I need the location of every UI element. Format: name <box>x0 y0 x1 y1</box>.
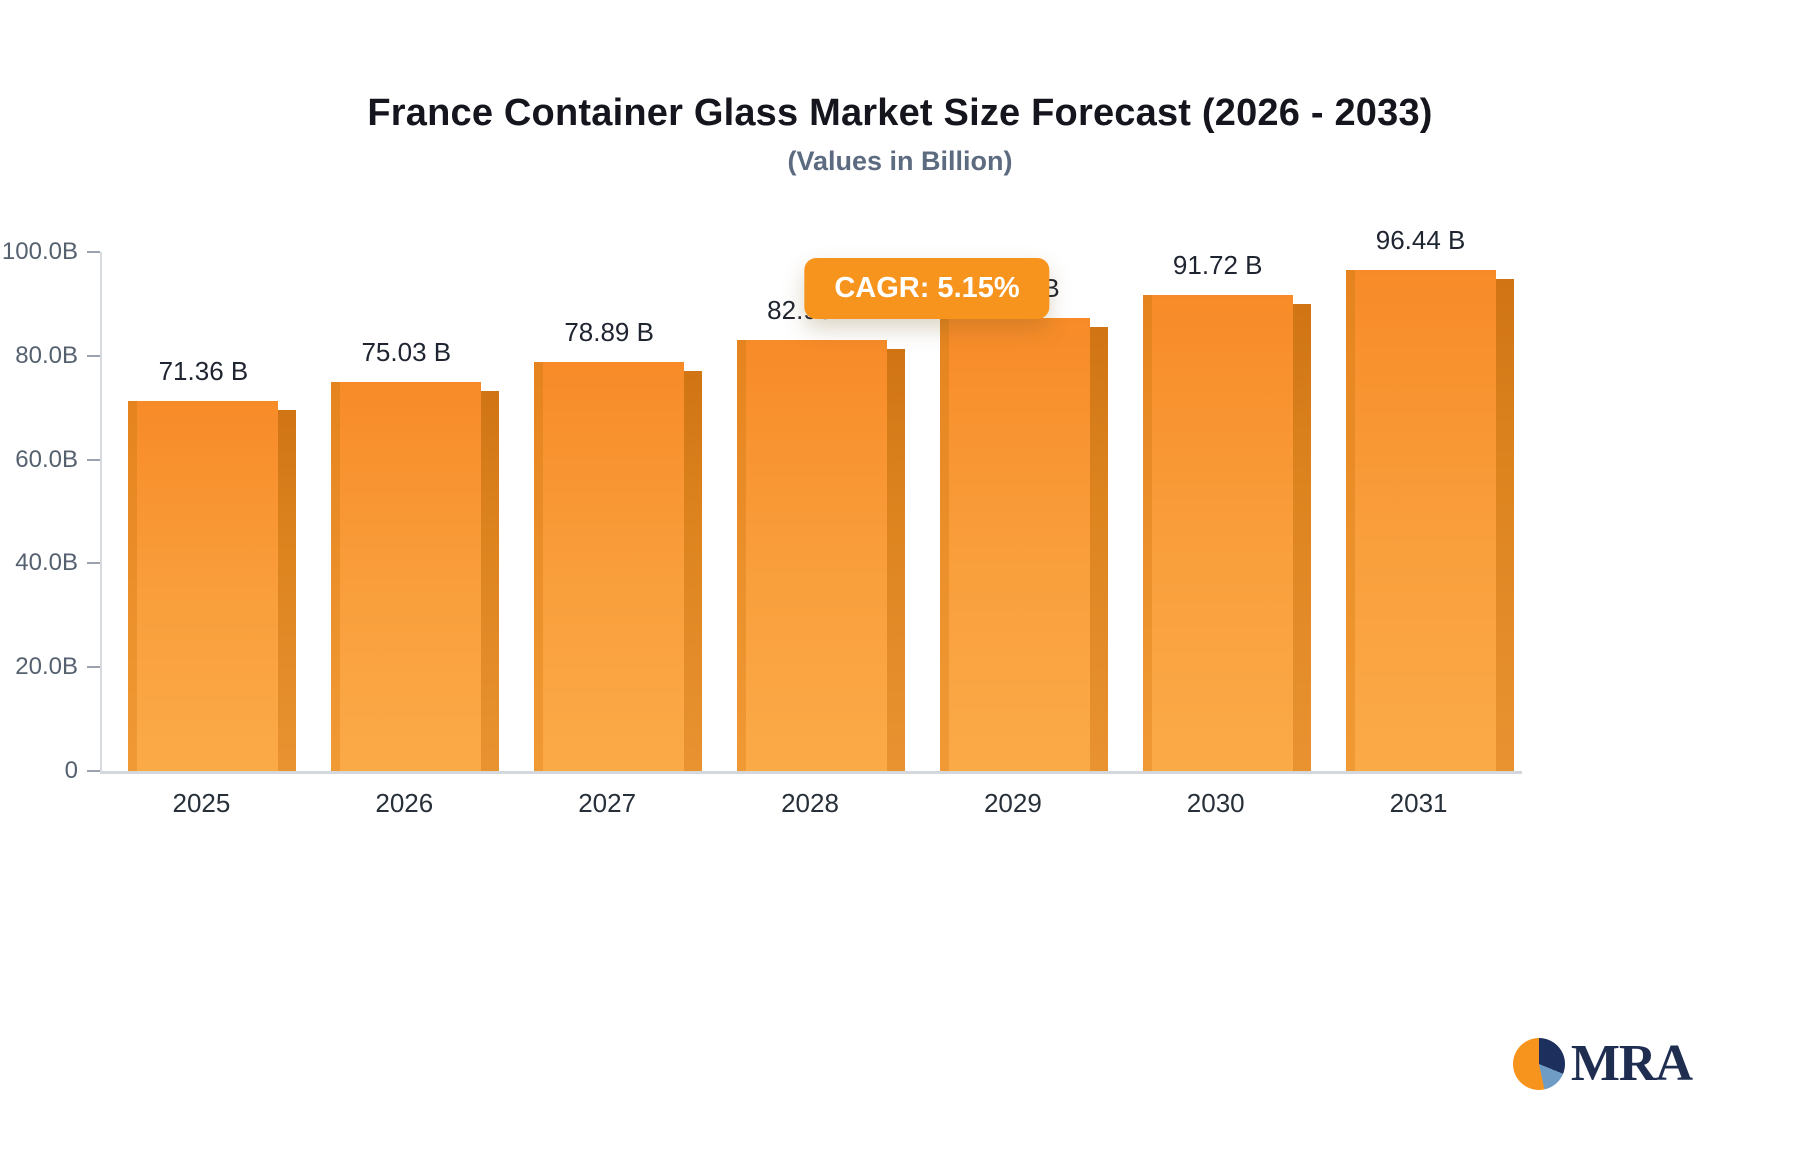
x-axis-label-2026: 2026 <box>375 788 434 818</box>
bar-column-2025: 71.36 B <box>102 252 305 772</box>
x-axis-label-2027: 2027 <box>578 788 637 818</box>
y-tick-label: 100.0B <box>1 238 78 265</box>
plot-area: 71.36 B 75.03 B 78.89 B 82.96 B87.23 B 91.72… <box>2 225 1522 784</box>
x-axis-label-2028: 2028 <box>781 788 839 818</box>
bar-column-2028: 82.96 B <box>711 252 914 771</box>
y-tick-mark <box>87 458 100 461</box>
bar-column-2026: 75.03 B <box>305 252 508 772</box>
bar-value-label: 91.72 B <box>1172 249 1263 280</box>
x-axis-label-2031: 2031 <box>1389 788 1448 818</box>
x-axis-labels: 2025 2026 2027 2028 2029 2030 2031 <box>100 788 1520 819</box>
chart-title: France Container Glass Market Size Forec… <box>367 92 1433 134</box>
bar-2026[interactable] <box>331 381 500 772</box>
y-tick-mark <box>87 354 100 357</box>
bar-2025[interactable] <box>128 400 297 772</box>
bars-container: 71.36 B 75.03 B 78.89 B 82.96 B87.23 B 91.72… <box>102 225 1522 772</box>
bar-value-label: 96.44 B <box>1375 225 1466 256</box>
y-tick-mark <box>87 770 100 772</box>
y-tick-label: 80.0B <box>15 341 78 369</box>
y-tick-label: 60.0B <box>15 445 78 473</box>
bar-value-label: 75.03 B <box>361 336 452 367</box>
x-axis-label-2030: 2030 <box>1186 788 1245 818</box>
brand-logo: MRA <box>1512 1035 1693 1092</box>
y-tick-mark <box>87 666 100 669</box>
logo-text: MRA <box>1570 1035 1693 1092</box>
bar-2031[interactable] <box>1345 270 1514 771</box>
cagr-badge: CAGR: 5.15% <box>804 258 1050 319</box>
bar-2030[interactable] <box>1142 294 1311 772</box>
cagr-badge-label: CAGR: 5.15% <box>834 272 1020 304</box>
bar-column-2027: 78.89 B <box>508 252 711 772</box>
bar-2029[interactable] <box>939 318 1108 771</box>
bar-2027[interactable] <box>534 361 703 772</box>
pie-logo-icon <box>1512 1038 1565 1090</box>
y-tick-label: 20.0B <box>15 653 78 681</box>
x-axis-label-2029: 2029 <box>983 788 1042 818</box>
bar-column-2029: 87.23 B <box>913 252 1116 771</box>
y-tick-label: 0 <box>64 757 78 784</box>
bar-column-2031: 96.44 B <box>1319 225 1522 771</box>
y-tick-mark <box>87 251 100 253</box>
y-tick-mark <box>87 562 100 565</box>
y-tick-label: 40.0B <box>15 549 78 577</box>
x-axis-label-2025: 2025 <box>172 788 231 818</box>
chart-subtitle: (Values in Billion) <box>787 146 1013 176</box>
bar-value-label: 78.89 B <box>564 316 654 347</box>
bar-2028[interactable] <box>737 340 905 771</box>
bar-value-label: 71.36 B <box>158 355 249 386</box>
bar-column-2030: 91.72 B <box>1116 249 1319 772</box>
